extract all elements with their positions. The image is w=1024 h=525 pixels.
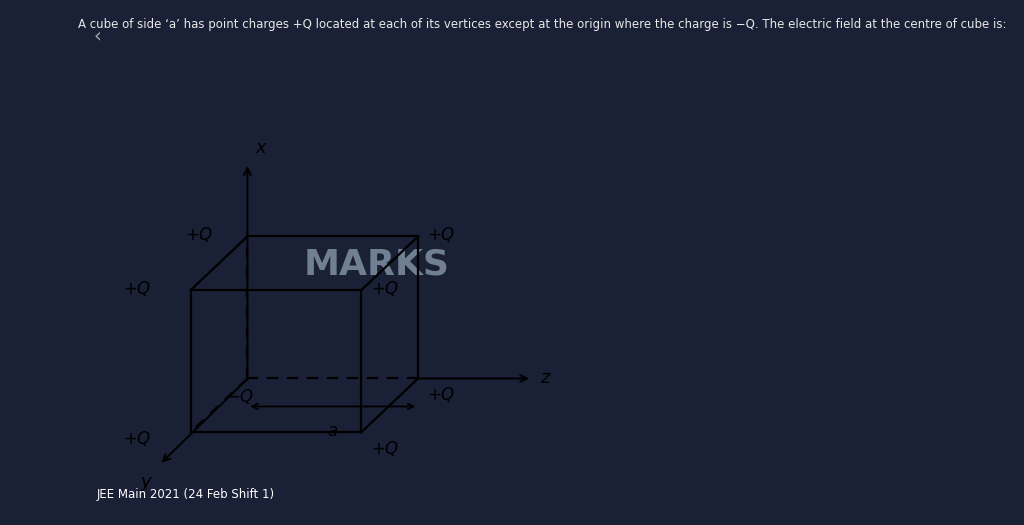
Text: $z$: $z$: [540, 370, 552, 387]
Text: $y$: $y$: [140, 475, 154, 493]
Text: $+Q$: $+Q$: [371, 439, 399, 458]
Text: $+Q$: $+Q$: [185, 225, 214, 244]
Text: $+Q$: $+Q$: [124, 429, 152, 448]
Text: $a$: $a$: [328, 423, 338, 440]
Text: $+Q$: $+Q$: [124, 279, 152, 298]
Text: $+Q$: $+Q$: [427, 385, 456, 404]
Text: $+Q$: $+Q$: [371, 279, 399, 298]
Text: $x$: $x$: [255, 139, 268, 157]
Text: A cube of side ‘a’ has point charges +Q located at each of its vertices except a: A cube of side ‘a’ has point charges +Q …: [78, 18, 1007, 31]
Text: $-Q$: $-Q$: [225, 387, 254, 406]
Text: JEE Main 2021 (24 Feb Shift 1): JEE Main 2021 (24 Feb Shift 1): [96, 488, 274, 501]
Text: MARKS: MARKS: [304, 247, 450, 281]
Text: $+Q$: $+Q$: [427, 225, 456, 244]
Text: ‹: ‹: [93, 26, 101, 45]
